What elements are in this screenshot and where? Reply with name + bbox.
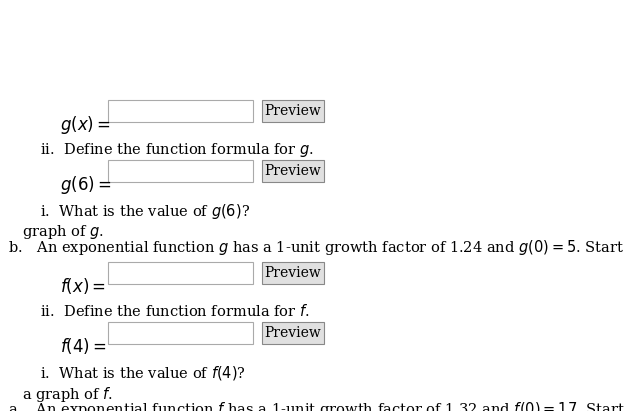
Bar [108, 262, 253, 284]
Text: Preview: Preview [265, 104, 321, 118]
Bar [262, 100, 324, 122]
Text: Preview: Preview [265, 266, 321, 280]
Text: Preview: Preview [265, 326, 321, 340]
Text: b. An exponential function $g$ has a 1-unit growth factor of 1.24 and $g(0) = 5$: b. An exponential function $g$ has a 1-u… [8, 238, 624, 257]
Bar [262, 262, 324, 284]
Text: $f(4) =$: $f(4) =$ [60, 336, 107, 356]
Text: a. An exponential function $f$ has a 1-unit growth factor of 1.32 and $f(0) = 17: a. An exponential function $f$ has a 1-u… [8, 400, 624, 411]
Bar [108, 100, 253, 122]
Text: i.  What is the value of $f(4)$?: i. What is the value of $f(4)$? [40, 364, 246, 382]
Text: ii.  Define the function formula for $f$.: ii. Define the function formula for $f$. [40, 303, 310, 319]
Text: $f(x) =$: $f(x) =$ [60, 276, 106, 296]
Bar [108, 160, 253, 182]
Text: $g(x) =$: $g(x) =$ [60, 114, 110, 136]
Bar [262, 160, 324, 182]
Text: i.  What is the value of $g(6)$?: i. What is the value of $g(6)$? [40, 202, 250, 221]
Bar [262, 322, 324, 344]
Bar [108, 322, 253, 344]
Text: Preview: Preview [265, 164, 321, 178]
Text: ii.  Define the function formula for $g$.: ii. Define the function formula for $g$. [40, 141, 314, 159]
Text: a graph of $f$.: a graph of $f$. [22, 385, 113, 404]
Text: $g(6) =$: $g(6) =$ [60, 174, 112, 196]
Text: graph of $g$.: graph of $g$. [22, 223, 104, 241]
